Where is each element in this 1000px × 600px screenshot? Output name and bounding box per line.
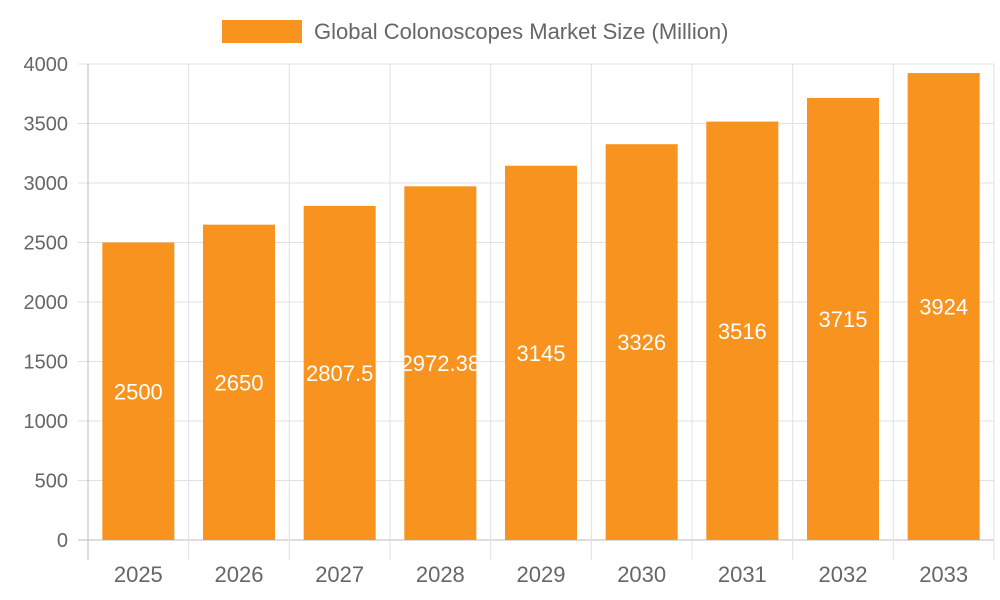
bar — [404, 186, 477, 540]
axes: 0 500 1000 1500 2000 2500 3000 3500 4000 2025 2026… — [24, 54, 969, 587]
data-label: 3326 — [617, 330, 666, 355]
bar — [102, 242, 175, 540]
x-tick-label: 2029 — [517, 562, 566, 587]
bar — [706, 121, 779, 540]
y-tick-label: 1500 — [24, 352, 69, 374]
x-tick-label: 2032 — [819, 562, 868, 587]
data-label: 2650 — [215, 370, 264, 395]
data-label: 3924 — [919, 295, 968, 320]
y-tick-label: 3500 — [24, 114, 69, 136]
y-tick-label: 0 — [57, 530, 68, 552]
y-tick-label: 2500 — [24, 233, 69, 255]
y-tick-label: 3000 — [24, 173, 69, 195]
x-tick-label: 2026 — [215, 562, 264, 587]
y-tick-label: 2000 — [24, 292, 69, 314]
y-tick-label: 4000 — [24, 54, 69, 76]
x-tick-label: 2030 — [617, 562, 666, 587]
bar — [303, 205, 376, 540]
data-label: 3715 — [819, 307, 868, 332]
x-tick-label: 2033 — [919, 562, 968, 587]
data-label: 2807.5 — [306, 361, 373, 386]
data-label: 3145 — [517, 341, 566, 366]
data-label: 2972.38 — [401, 351, 481, 376]
x-tick-label: 2027 — [315, 562, 364, 587]
x-tick-label: 2028 — [416, 562, 465, 587]
bar — [505, 165, 577, 540]
legend[interactable]: Global Colonoscopes Market Size (Million… — [222, 19, 729, 44]
bar — [807, 97, 879, 540]
bar — [203, 224, 275, 540]
x-tick-label: 2031 — [718, 562, 767, 587]
bar — [907, 73, 980, 540]
legend-swatch — [222, 20, 302, 43]
x-tick-label: 2025 — [114, 562, 163, 587]
y-tick-label: 500 — [35, 471, 68, 493]
bar — [605, 144, 678, 540]
data-label: 2500 — [114, 379, 163, 404]
legend-label: Global Colonoscopes Market Size (Million… — [314, 19, 729, 44]
bars: 2500 2650 2807.5 2972.38 3145 3326 3516 3715 392… — [102, 73, 980, 540]
y-tick-label: 1000 — [24, 411, 69, 433]
data-label: 3516 — [718, 319, 767, 344]
